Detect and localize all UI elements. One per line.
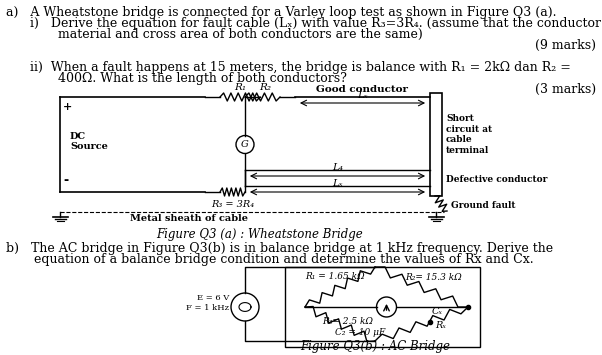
Text: DC
Source: DC Source <box>70 132 108 151</box>
Text: Figure Q3 (a) : Wheatstone Bridge: Figure Q3 (a) : Wheatstone Bridge <box>157 228 364 241</box>
Text: R₁: R₁ <box>234 83 246 92</box>
Text: -: - <box>63 174 68 187</box>
Text: Metal sheath of cable: Metal sheath of cable <box>130 214 248 223</box>
Text: R₃= 2.5 kΩ: R₃= 2.5 kΩ <box>322 317 373 327</box>
Text: b)   The AC bridge in Figure Q3(b) is in balance bridge at 1 kHz frequency. Deri: b) The AC bridge in Figure Q3(b) is in b… <box>6 242 553 255</box>
Text: L₄: L₄ <box>332 163 343 172</box>
Text: G: G <box>241 140 249 149</box>
Text: R₃ = 3R₄: R₃ = 3R₄ <box>211 200 254 209</box>
Text: Cₓ: Cₓ <box>432 307 442 316</box>
Text: R₂= 15.3 kΩ: R₂= 15.3 kΩ <box>405 273 462 282</box>
Text: Good conductor: Good conductor <box>317 85 409 94</box>
Text: ii)  When a fault happens at 15 meters, the bridge is balance with R₁ = 2kΩ dan : ii) When a fault happens at 15 meters, t… <box>6 61 571 74</box>
Text: Short
circuit at
cable
terminal: Short circuit at cable terminal <box>446 114 492 154</box>
Bar <box>430 93 442 196</box>
Text: equation of a balance bridge condition and determine the values of Rx and Cx.: equation of a balance bridge condition a… <box>6 253 533 266</box>
Text: R₁ = 1.65 kΩ: R₁ = 1.65 kΩ <box>305 272 365 281</box>
Text: 400Ω. What is the length of both conductors?: 400Ω. What is the length of both conduct… <box>6 72 347 85</box>
Text: C₂ = 10 μF: C₂ = 10 μF <box>335 328 385 337</box>
Text: Lₓ: Lₓ <box>332 179 343 188</box>
Text: a)   A Wheatstone bridge is connected for a Varley loop test as shown in Figure : a) A Wheatstone bridge is connected for … <box>6 6 556 19</box>
Text: Figure Q3(b) : AC Bridge: Figure Q3(b) : AC Bridge <box>300 340 450 353</box>
Text: material and cross area of both conductors are the same): material and cross area of both conducto… <box>6 28 423 41</box>
Text: +: + <box>63 101 72 112</box>
Text: R₂: R₂ <box>259 83 272 92</box>
Text: E = 6 V
F = 1 kHz: E = 6 V F = 1 kHz <box>186 294 229 312</box>
Text: Rₓ: Rₓ <box>435 321 446 330</box>
Text: (9 marks): (9 marks) <box>535 39 596 52</box>
Bar <box>285 267 480 347</box>
Text: Defective conductor: Defective conductor <box>446 175 547 184</box>
Text: (3 marks): (3 marks) <box>535 83 596 96</box>
Text: Lₓ: Lₓ <box>357 91 368 100</box>
Text: i)   Derive the equation for fault cable (Lₓ) with value R₃=3R₄. (assume that th: i) Derive the equation for fault cable (… <box>6 17 601 30</box>
Text: Ground fault: Ground fault <box>451 202 515 211</box>
